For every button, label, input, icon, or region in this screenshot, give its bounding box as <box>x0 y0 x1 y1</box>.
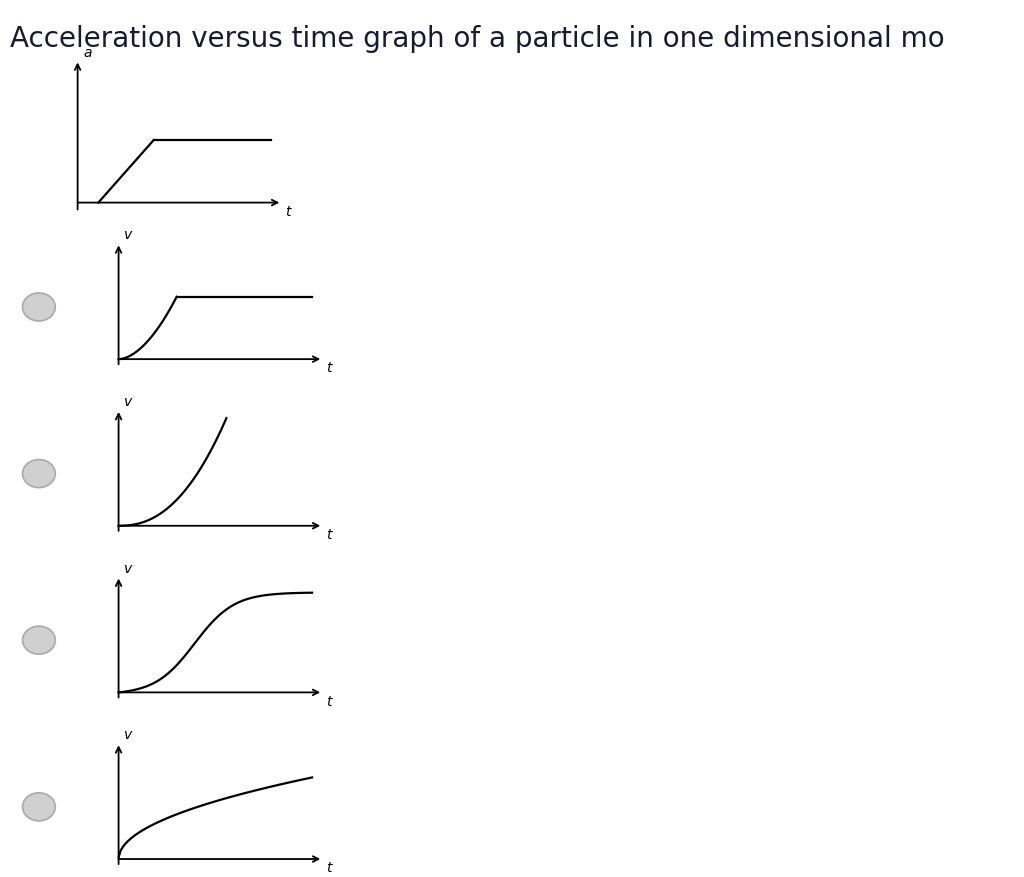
Text: t: t <box>326 861 332 875</box>
Text: a: a <box>83 46 91 60</box>
Text: v: v <box>124 228 132 242</box>
Text: v: v <box>124 561 132 575</box>
Text: Acceleration versus time graph of a particle in one dimensional mo: Acceleration versus time graph of a part… <box>10 25 945 53</box>
Text: t: t <box>326 695 332 709</box>
Text: v: v <box>124 728 132 742</box>
Text: t: t <box>326 528 332 542</box>
Text: v: v <box>124 395 132 409</box>
Text: t: t <box>326 361 332 375</box>
Text: t: t <box>285 205 291 219</box>
